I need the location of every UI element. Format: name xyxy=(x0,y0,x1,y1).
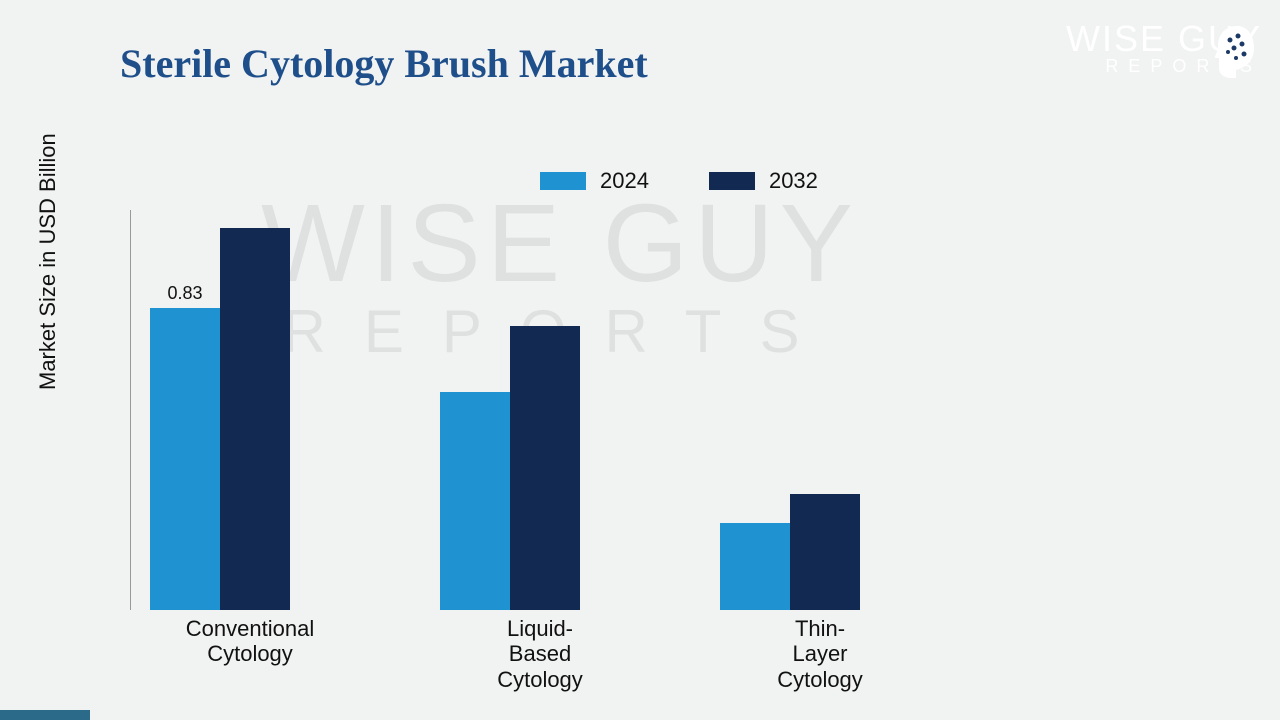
legend-item: 2032 xyxy=(709,168,818,194)
legend: 2024 2032 xyxy=(540,168,818,194)
bar-2032 xyxy=(220,228,290,610)
bar-2024 xyxy=(720,523,790,610)
legend-swatch-2024 xyxy=(540,172,586,190)
y-axis-line xyxy=(130,210,131,610)
plot-area: 0.83 Conventional Cytology Liquid-Based … xyxy=(130,210,950,610)
bar-2032 xyxy=(510,326,580,610)
chart-title: Sterile Cytology Brush Market xyxy=(120,40,648,87)
bottom-accent-bar xyxy=(0,710,90,720)
category-label: Liquid-Based Cytology xyxy=(490,616,590,692)
category-label: Thin-Layer Cytology xyxy=(770,616,870,692)
bar-2024 xyxy=(440,392,510,610)
y-axis-label: Market Size in USD Billion xyxy=(35,133,61,390)
chart-canvas: Sterile Cytology Brush Market WISE GUY R… xyxy=(0,0,1280,720)
bar-2032 xyxy=(790,494,860,610)
legend-item: 2024 xyxy=(540,168,649,194)
legend-label: 2032 xyxy=(769,168,818,194)
category-label: Conventional Cytology xyxy=(186,616,314,667)
head-icon xyxy=(1212,24,1262,80)
brand-logo: WISE GUY REPORTS xyxy=(1002,18,1262,77)
bar-2024: 0.83 xyxy=(150,308,220,610)
legend-label: 2024 xyxy=(600,168,649,194)
legend-swatch-2032 xyxy=(709,172,755,190)
bar-value-label: 0.83 xyxy=(150,283,220,304)
